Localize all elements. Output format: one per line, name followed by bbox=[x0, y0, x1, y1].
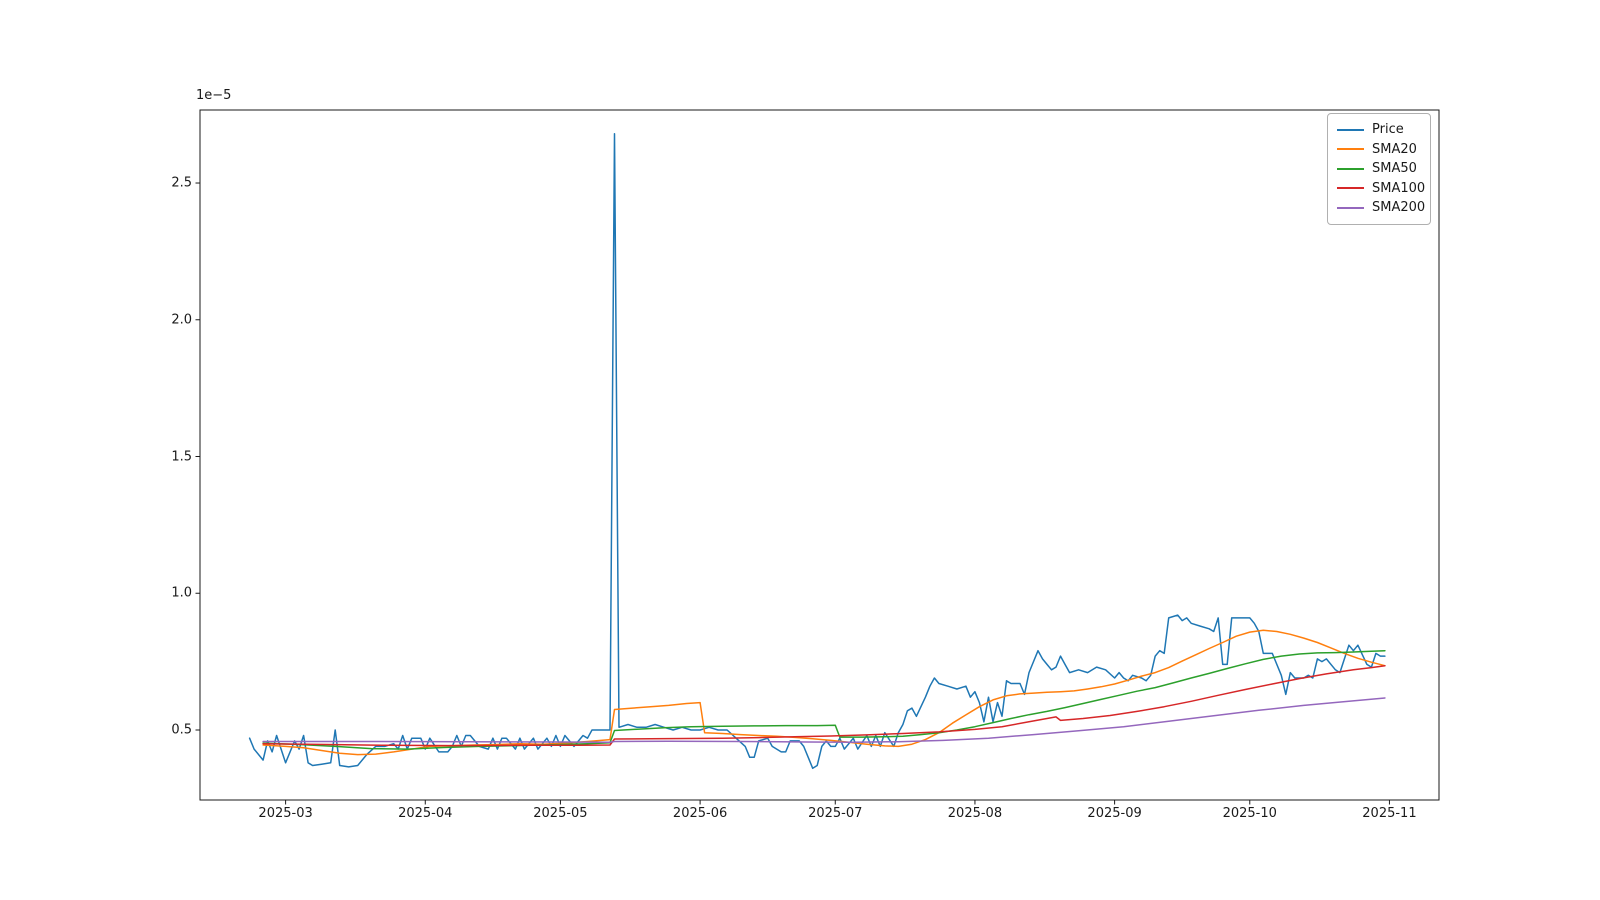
legend-entry-sma20: SMA20 bbox=[1337, 140, 1422, 160]
y-tick-label: 1.5 bbox=[171, 449, 192, 464]
legend-label-sma200: SMA200 bbox=[1372, 200, 1426, 216]
legend-line-swatch-sma50 bbox=[1337, 167, 1364, 170]
legend-label-sma50: SMA50 bbox=[1372, 161, 1417, 177]
x-tick-label: 2025-10 bbox=[1222, 806, 1277, 821]
legend-label-sma20: SMA20 bbox=[1372, 141, 1417, 157]
legend-entry-sma200: SMA200 bbox=[1337, 198, 1426, 218]
x-tick-label: 2025-07 bbox=[808, 806, 863, 821]
sma200-line bbox=[262, 697, 1386, 744]
x-tick-label: 2025-11 bbox=[1362, 806, 1417, 821]
legend-line-swatch-sma100 bbox=[1337, 187, 1364, 190]
x-tick-label: 2025-09 bbox=[1087, 806, 1142, 821]
y-tick-label: 0.5 bbox=[171, 722, 192, 738]
legend-entry-sma50: SMA50 bbox=[1337, 159, 1422, 179]
x-tick-label: 2025-03 bbox=[258, 806, 313, 821]
y-tick-label: 2.0 bbox=[171, 312, 192, 328]
x-tick-label: 2025-05 bbox=[533, 806, 588, 821]
y-tick-label: 2.5 bbox=[171, 175, 192, 191]
x-tick-label: 2025-06 bbox=[672, 806, 728, 821]
legend-line-swatch-sma20 bbox=[1337, 148, 1364, 151]
axes-frame bbox=[199, 109, 1440, 801]
legend-label-price: Price bbox=[1372, 122, 1404, 138]
x-tick-label: 2025-04 bbox=[398, 806, 453, 821]
y-axis-offset-label: 1e−5 bbox=[196, 88, 232, 103]
legend-line-swatch-price bbox=[1337, 128, 1364, 131]
sma20-line bbox=[262, 629, 1386, 756]
legend: Price SMA20 SMA50 SMA100 SMA200 bbox=[1327, 113, 1431, 225]
legend-entry-price: Price bbox=[1337, 120, 1422, 140]
sma100-line bbox=[262, 664, 1386, 747]
legend-entry-sma100: SMA100 bbox=[1337, 179, 1426, 199]
sma50-line bbox=[262, 649, 1386, 750]
legend-line-swatch-sma200 bbox=[1337, 206, 1364, 209]
legend-label-sma100: SMA100 bbox=[1372, 180, 1426, 196]
y-tick-label: 1.0 bbox=[171, 585, 192, 601]
x-tick-label: 2025-08 bbox=[947, 806, 1003, 821]
price-line bbox=[248, 133, 1386, 770]
